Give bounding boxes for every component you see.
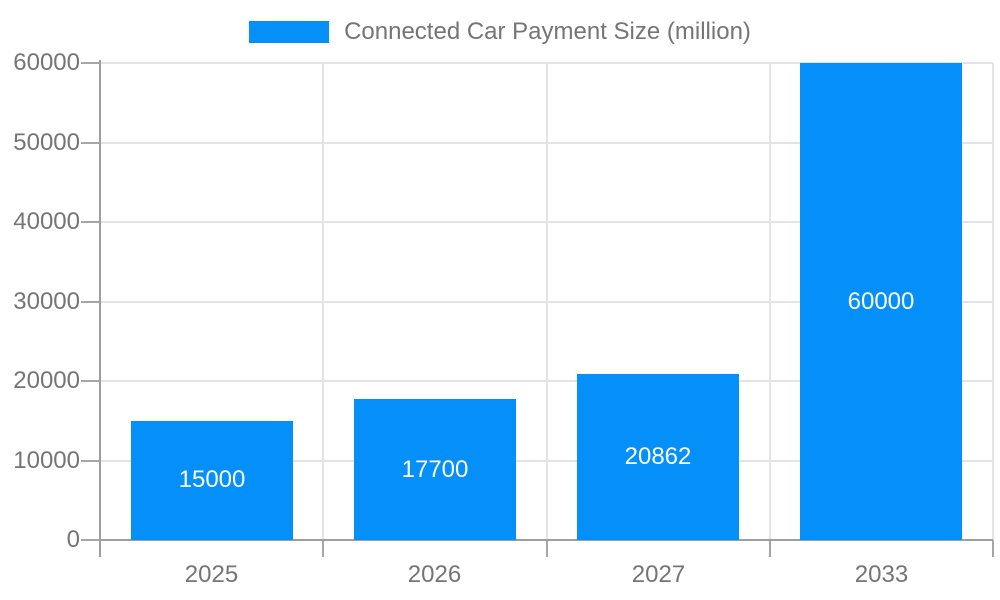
y-axis-tick bbox=[81, 221, 99, 223]
x-axis-tick bbox=[992, 540, 994, 557]
y-axis-tick bbox=[81, 459, 99, 462]
x-axis-tick bbox=[322, 540, 325, 557]
gridline-vertical bbox=[322, 63, 325, 540]
y-axis-label: 0 bbox=[66, 526, 80, 553]
y-axis-tick bbox=[81, 62, 99, 64]
y-axis-label: 10000 bbox=[13, 446, 80, 474]
y-axis-tick bbox=[81, 539, 99, 541]
gridline-vertical bbox=[768, 63, 771, 540]
bar-2025[interactable] bbox=[131, 421, 293, 540]
x-axis-tick bbox=[545, 540, 548, 557]
y-axis-label: 60000 bbox=[13, 49, 80, 76]
x-axis-label: 2027 bbox=[631, 561, 686, 588]
y-axis-label: 30000 bbox=[13, 287, 80, 315]
gridline-vertical bbox=[992, 63, 994, 540]
x-axis-label: 2033 bbox=[854, 561, 909, 588]
legend-swatch-icon bbox=[249, 21, 330, 43]
x-axis-line bbox=[100, 539, 993, 541]
y-axis-line bbox=[99, 60, 101, 557]
y-axis-label: 40000 bbox=[13, 208, 80, 235]
bar-2033[interactable] bbox=[800, 63, 962, 540]
gridline-vertical bbox=[545, 63, 548, 540]
chart-legend: Connected Car Payment Size (million) bbox=[0, 14, 1000, 50]
y-axis-label: 20000 bbox=[13, 367, 80, 394]
x-axis-tick bbox=[768, 540, 771, 557]
legend-label: Connected Car Payment Size (million) bbox=[344, 18, 751, 45]
x-axis-label: 2026 bbox=[407, 561, 462, 588]
bar-2027[interactable] bbox=[577, 374, 739, 540]
y-axis-tick bbox=[81, 141, 99, 144]
x-axis-label: 2025 bbox=[184, 561, 239, 588]
bar-2026[interactable] bbox=[354, 399, 516, 540]
y-axis-label: 50000 bbox=[13, 128, 80, 156]
y-axis-tick bbox=[81, 380, 99, 382]
y-axis-tick bbox=[81, 300, 99, 303]
